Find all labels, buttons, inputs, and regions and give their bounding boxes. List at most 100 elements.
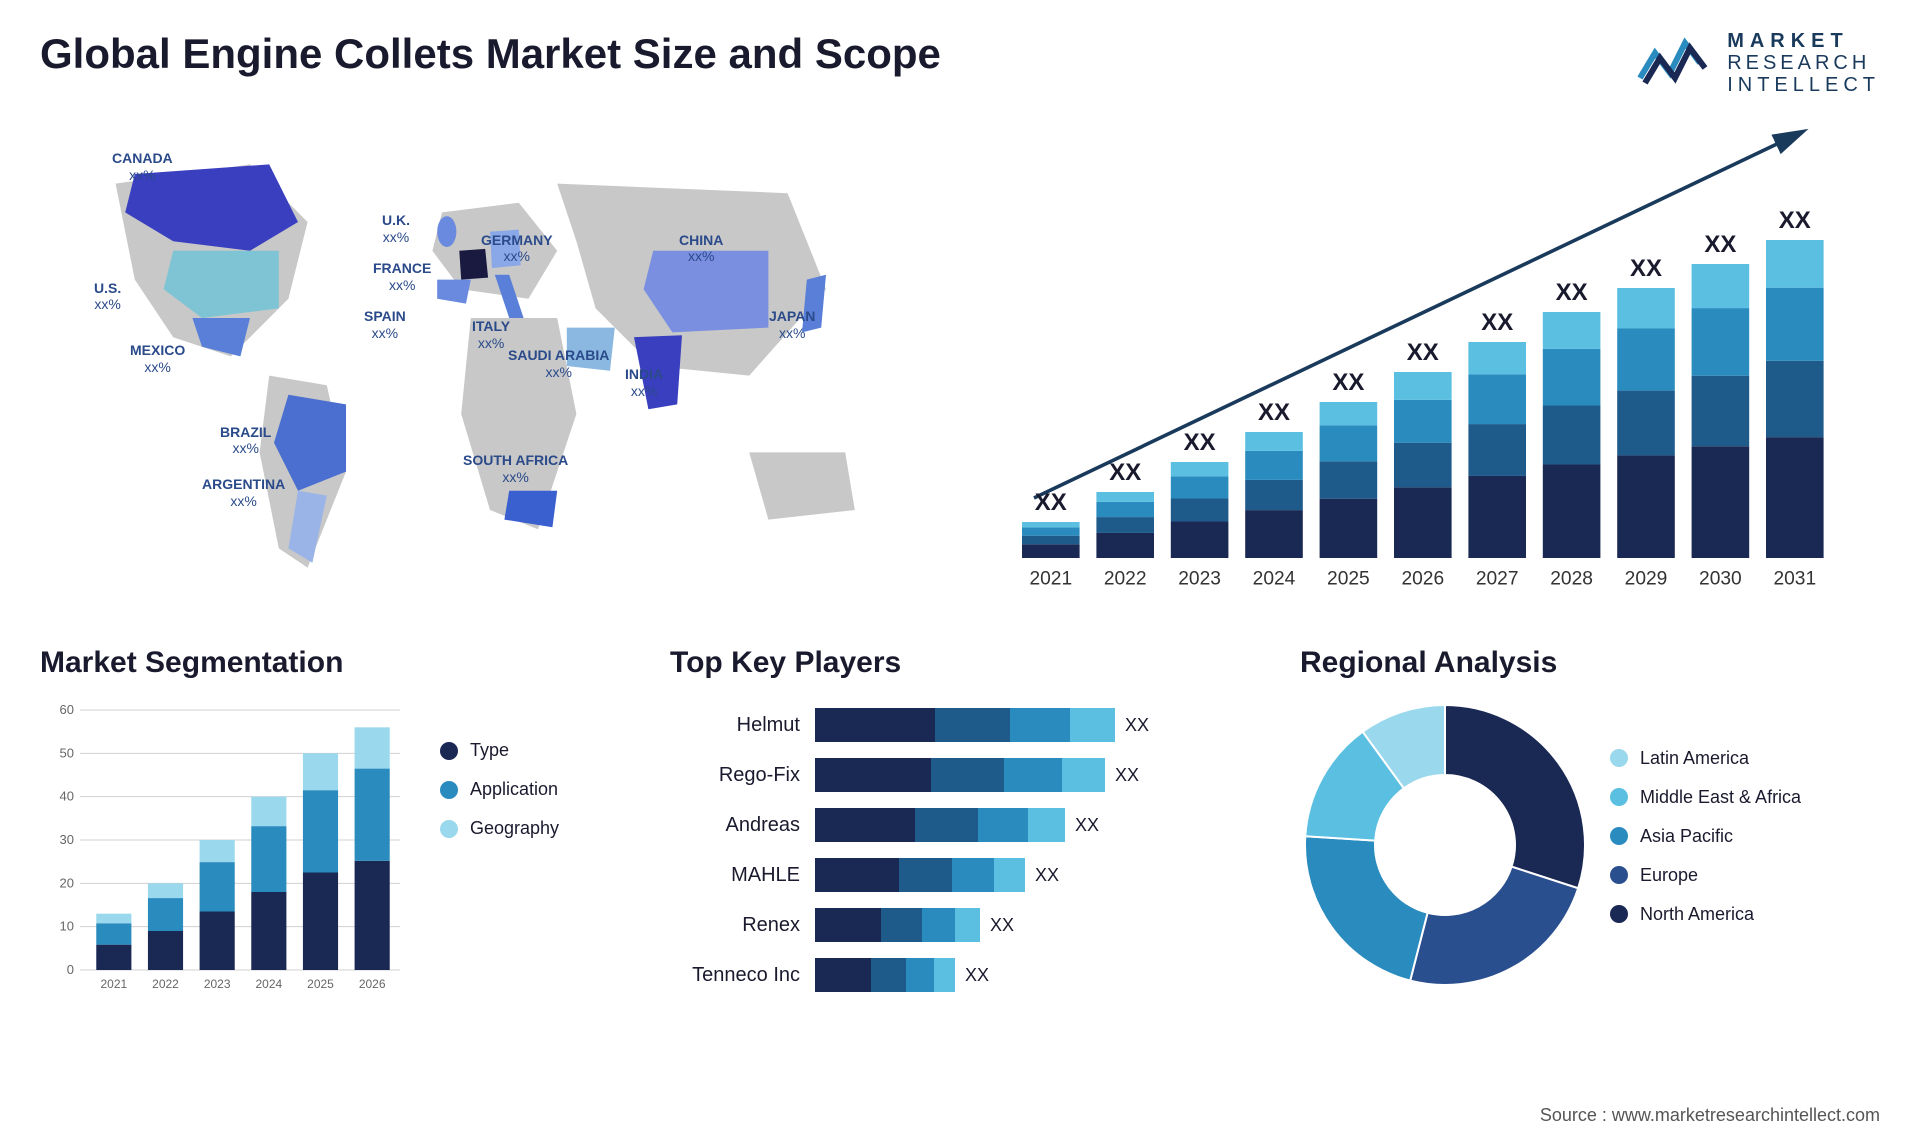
player-name: Helmut (670, 714, 800, 737)
player-name: Rego-Fix (670, 764, 800, 787)
player-name: Renex (670, 914, 800, 937)
legend-dot (1610, 905, 1628, 923)
logo-line-2: RESEARCH (1727, 52, 1880, 74)
player-bar-segment (994, 858, 1026, 892)
svg-text:XX: XX (1184, 429, 1216, 456)
player-value: XX (1075, 815, 1099, 836)
svg-text:2028: 2028 (1550, 568, 1593, 589)
svg-text:2025: 2025 (307, 977, 334, 991)
world-map: CANADAxx%U.S.xx%MEXICOxx%BRAZILxx%ARGENT… (40, 126, 940, 606)
legend-label: Geography (470, 818, 559, 839)
player-bar-segment (815, 908, 881, 942)
map-label: ITALYxx% (472, 318, 510, 352)
player-bar-row: XX (815, 807, 1250, 843)
svg-text:20: 20 (60, 875, 74, 890)
player-bar-segment (1070, 708, 1115, 742)
legend-label: Latin America (1640, 748, 1749, 769)
bottom-row: Market Segmentation 01020304050602021202… (40, 646, 1880, 1046)
svg-text:2029: 2029 (1625, 568, 1668, 589)
regional-legend: Latin America Middle East & Africa Asia Pa… (1610, 748, 1880, 943)
player-bar-segment (978, 808, 1028, 842)
svg-text:60: 60 (60, 702, 74, 717)
page-title: Global Engine Collets Market Size and Sc… (40, 30, 941, 78)
source-text: Source : www.marketresearchintellect.com (1540, 1105, 1880, 1126)
player-bar-row: XX (815, 907, 1250, 943)
svg-text:XX: XX (1556, 279, 1588, 306)
regional-content: Latin America Middle East & Africa Asia Pa… (1300, 700, 1880, 990)
svg-text:2022: 2022 (152, 977, 179, 991)
player-bar-segment (906, 958, 934, 992)
player-value: XX (1125, 715, 1149, 736)
segmentation-legend: Type Application Geography (440, 700, 620, 1000)
segmentation-chart: 0102030405060202120222023202420252026 (40, 700, 420, 1000)
map-label: CANADAxx% (112, 150, 173, 184)
player-bar-segment (815, 708, 935, 742)
svg-text:XX: XX (1779, 207, 1811, 234)
player-bar-segment (881, 908, 922, 942)
map-label: MEXICOxx% (130, 342, 185, 376)
map-label: GERMANYxx% (481, 232, 553, 266)
svg-text:2021: 2021 (1029, 568, 1072, 589)
svg-text:40: 40 (60, 789, 74, 804)
svg-text:0: 0 (67, 962, 74, 977)
svg-text:2023: 2023 (1178, 568, 1221, 589)
legend-label: Middle East & Africa (1640, 787, 1801, 808)
svg-text:2027: 2027 (1476, 568, 1519, 589)
logo-line-3: INTELLECT (1727, 74, 1880, 96)
svg-text:XX: XX (1630, 255, 1662, 282)
player-bar (815, 708, 1115, 742)
logo-line-1: MARKET (1727, 30, 1880, 52)
segmentation-title: Market Segmentation (40, 646, 620, 680)
legend-item: Application (440, 779, 620, 800)
svg-text:XX: XX (1481, 309, 1513, 336)
player-bar-segment (955, 908, 980, 942)
player-bar (815, 758, 1105, 792)
logo-icon (1635, 33, 1715, 93)
player-bar-segment (952, 858, 994, 892)
player-bar-segment (899, 858, 952, 892)
map-label: INDIAxx% (625, 366, 663, 400)
player-bar-segment (1010, 708, 1070, 742)
player-name: Andreas (670, 814, 800, 837)
svg-text:2025: 2025 (1327, 568, 1370, 589)
map-label: SOUTH AFRICAxx% (463, 452, 568, 486)
top-row: CANADAxx%U.S.xx%MEXICOxx%BRAZILxx%ARGENT… (40, 126, 1880, 606)
map-label: CHINAxx% (679, 232, 723, 266)
player-value: XX (990, 915, 1014, 936)
players-bars: XX XX XX XX XX XX (815, 700, 1250, 1000)
svg-text:2030: 2030 (1699, 568, 1742, 589)
map-label: SPAINxx% (364, 308, 406, 342)
regional-panel: Regional Analysis Latin AmericaMiddle Ea… (1300, 646, 1880, 1046)
segmentation-content: 0102030405060202120222023202420252026 Ty… (40, 700, 620, 1000)
player-bar (815, 808, 1065, 842)
player-bar (815, 908, 980, 942)
legend-label: Asia Pacific (1640, 826, 1733, 847)
player-bar-row: XX (815, 857, 1250, 893)
main-chart-svg: XX2021XX2022XX2023XX2024XX2025XX2026XX20… (980, 126, 1880, 606)
map-label: U.K.xx% (382, 212, 410, 246)
logo: MARKET RESEARCH INTELLECT (1635, 30, 1880, 96)
svg-text:2026: 2026 (1401, 568, 1444, 589)
svg-text:2024: 2024 (1253, 568, 1296, 589)
svg-text:10: 10 (60, 919, 74, 934)
svg-text:XX: XX (1332, 369, 1364, 396)
players-title: Top Key Players (670, 646, 1250, 680)
player-bar-segment (815, 758, 931, 792)
segmentation-chart-svg: 0102030405060202120222023202420252026 (40, 700, 420, 1000)
player-value: XX (965, 965, 989, 986)
player-name: MAHLE (670, 864, 800, 887)
player-bar-row: XX (815, 757, 1250, 793)
svg-text:2023: 2023 (204, 977, 231, 991)
legend-item: Type (440, 740, 620, 761)
player-bar-segment (815, 808, 915, 842)
map-label: FRANCExx% (373, 260, 431, 294)
players-labels: HelmutRego-FixAndreasMAHLERenexTenneco I… (670, 700, 800, 1000)
player-value: XX (1115, 765, 1139, 786)
player-bar-segment (935, 708, 1010, 742)
players-panel: Top Key Players Helmut Rego-Fix Andreas MAH… (670, 646, 1250, 1046)
player-bar-segment (915, 808, 978, 842)
player-value: XX (1035, 865, 1059, 886)
svg-text:50: 50 (60, 745, 74, 760)
svg-text:XX: XX (1407, 339, 1439, 366)
player-bar-row: XX (815, 707, 1250, 743)
